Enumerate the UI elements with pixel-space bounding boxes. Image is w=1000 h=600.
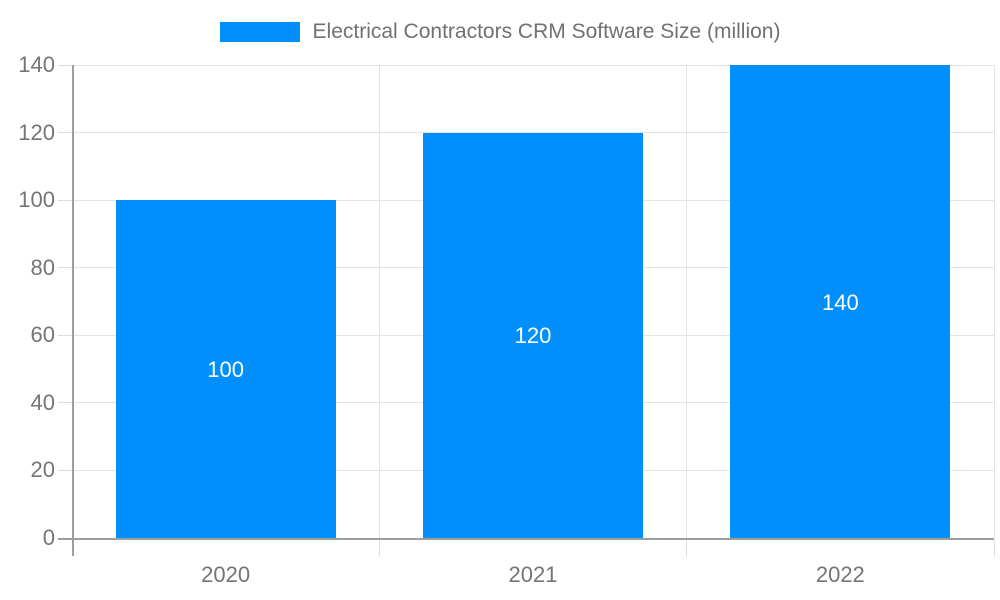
y-axis-tick-label: 100	[18, 187, 55, 213]
y-axis-line	[72, 65, 74, 556]
bar-value-label: 140	[821, 289, 859, 315]
y-tick-mark	[58, 199, 72, 201]
legend-label: Electrical Contractors CRM Software Size…	[312, 20, 781, 43]
x-tick-mark	[993, 540, 995, 556]
legend-swatch	[219, 22, 300, 42]
y-tick-mark	[58, 402, 72, 404]
chart-legend[interactable]: Electrical Contractors CRM Software Size…	[0, 20, 1000, 43]
bar-value-label: 120	[514, 323, 552, 349]
bar-2020[interactable]	[115, 200, 336, 538]
y-gridline	[72, 64, 994, 66]
y-axis-tick-label: 120	[18, 119, 55, 145]
y-axis-tick-label: 40	[30, 389, 55, 415]
x-axis-tick-label: 2022	[815, 562, 865, 587]
y-tick-mark	[58, 267, 72, 269]
x-axis-tick-label: 2020	[201, 562, 251, 587]
y-tick-mark	[58, 334, 72, 336]
y-axis-tick-label: 20	[30, 457, 55, 483]
bar-value-label: 100	[207, 357, 245, 383]
category-gridline	[993, 65, 995, 538]
x-tick-mark	[378, 540, 380, 556]
y-tick-mark	[58, 132, 72, 134]
category-gridline	[378, 65, 380, 538]
bar-2021[interactable]	[423, 132, 643, 538]
y-axis-tick-label: 80	[30, 254, 55, 280]
x-axis-line	[72, 538, 994, 540]
category-gridline	[686, 65, 688, 538]
y-tick-mark	[58, 538, 72, 540]
x-tick-mark	[686, 540, 688, 556]
y-tick-mark	[58, 469, 72, 471]
y-axis-tick-label: 60	[30, 322, 55, 348]
bar-2022[interactable]	[730, 65, 951, 538]
y-axis-tick-label: 140	[18, 52, 55, 77]
x-axis-tick-label: 2021	[508, 562, 558, 587]
y-axis-tick-label: 0	[42, 525, 55, 550]
y-tick-mark	[58, 64, 72, 66]
